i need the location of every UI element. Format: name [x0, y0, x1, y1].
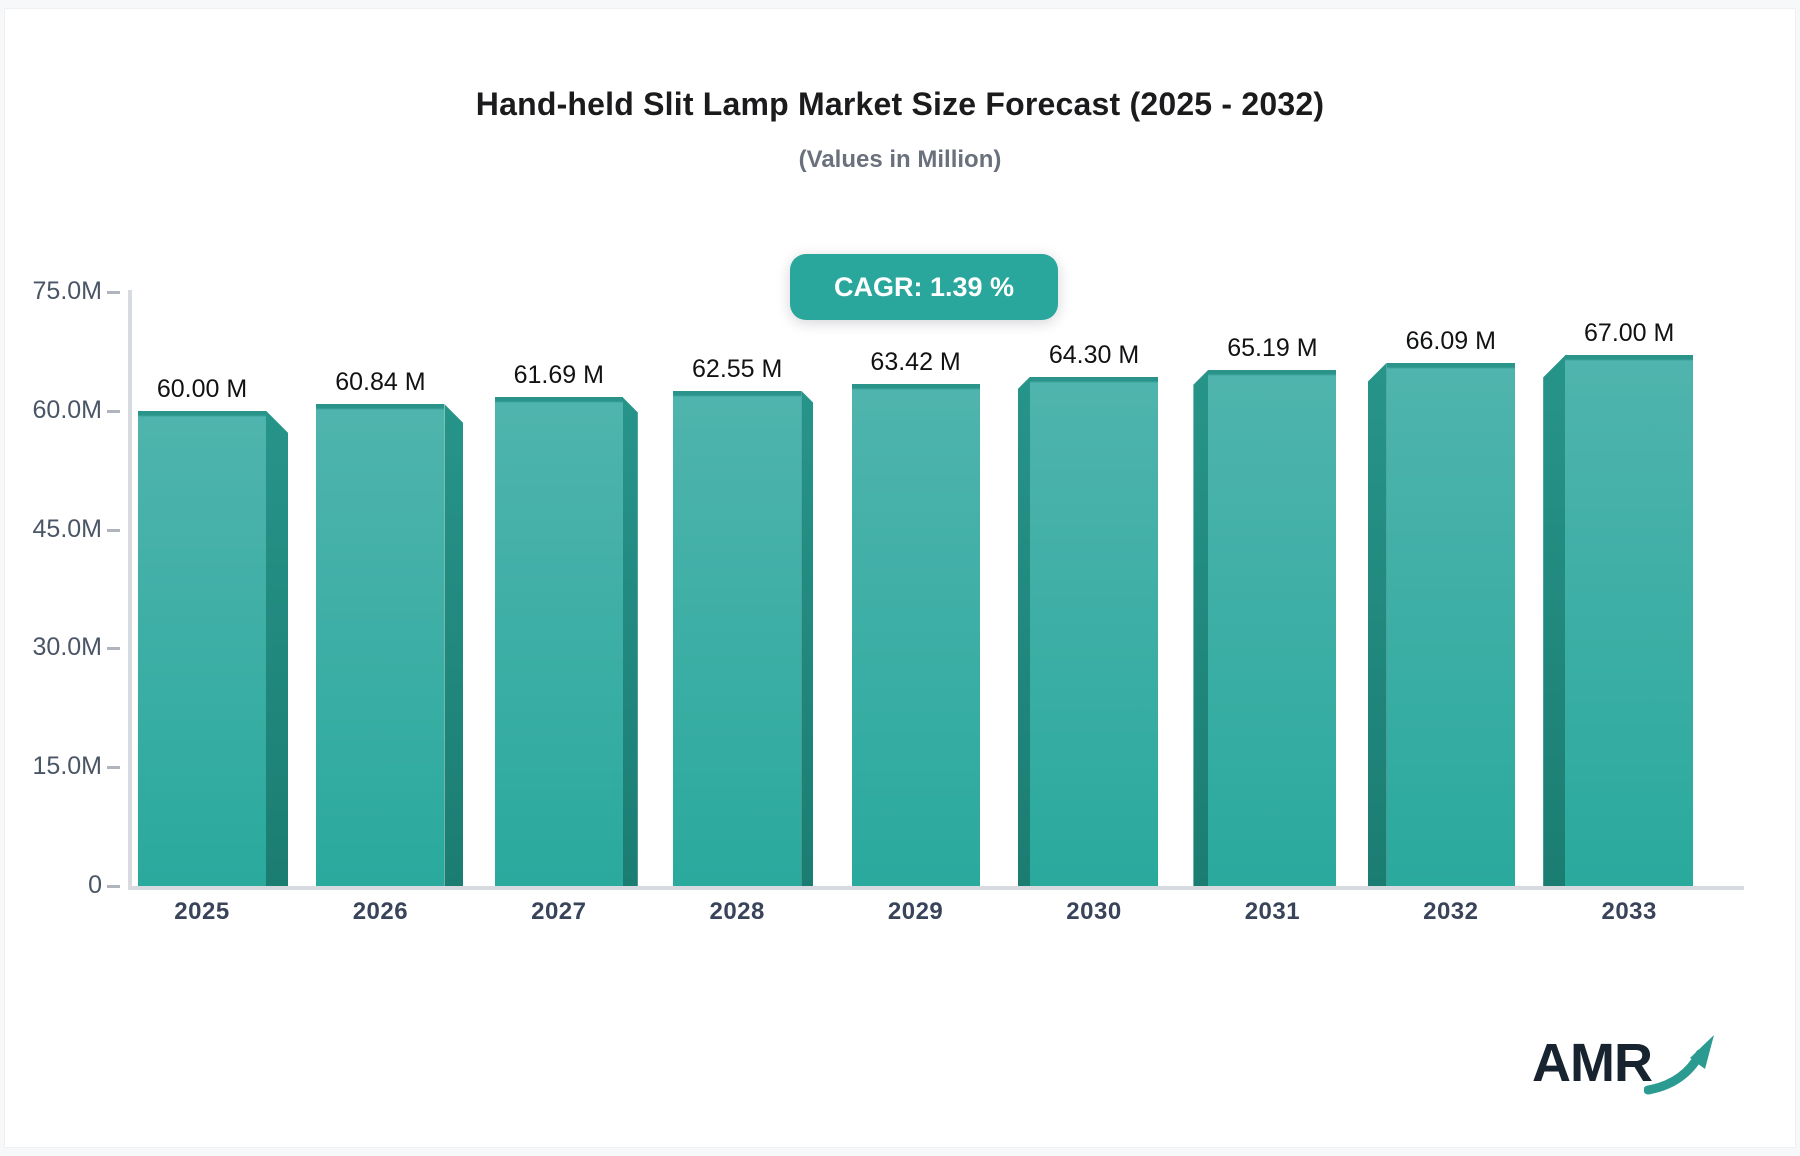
bar-value-label: 62.55 M: [692, 354, 783, 383]
cagr-badge: CAGR: 1.39 %: [790, 254, 1058, 320]
x-axis-category-label: 2031: [1244, 898, 1301, 925]
bar-side-face: [266, 410, 288, 886]
bar-front-face: [1565, 355, 1694, 886]
bar-side-face: [622, 397, 638, 886]
y-axis-tick-mark: [107, 291, 120, 294]
bar-value-label: 67.00 M: [1584, 319, 1675, 348]
bar-value-label: 60.84 M: [335, 368, 426, 397]
bar-front-face: [494, 397, 623, 886]
arrow-head: [1689, 1034, 1714, 1069]
x-axis-category-label: 2026: [352, 898, 409, 925]
amr-logo-text: AMR: [1532, 1033, 1653, 1093]
bar-value-label: 65.19 M: [1227, 333, 1318, 362]
bar-side-face: [1543, 355, 1566, 886]
y-axis-line: [128, 290, 132, 890]
bar-front-face: [851, 383, 980, 886]
bar-side-face: [1367, 362, 1387, 886]
y-axis-tick-mark: [107, 766, 120, 770]
bar-front-face: [1030, 376, 1158, 886]
y-axis-tick-mark: [107, 647, 120, 651]
x-axis-category-label: 2029: [887, 898, 944, 925]
y-axis-tick-label: 0: [88, 871, 102, 899]
y-axis-tick-mark: [107, 885, 120, 888]
x-axis-category-label: 2030: [1066, 898, 1122, 925]
growth-arrow-icon: [1643, 1031, 1716, 1102]
y-axis-tick-label: 60.0M: [32, 395, 102, 424]
bar-value-label: 60.00 M: [156, 374, 248, 403]
x-axis-category-label: 2028: [709, 898, 765, 925]
bar-front-face: [1208, 369, 1337, 886]
bar-side-face: [801, 390, 814, 886]
bar-front-face: [673, 390, 802, 886]
bar-value-label: 64.30 M: [1048, 340, 1140, 369]
y-axis-tick-label: 45.0M: [32, 514, 102, 543]
x-axis-category-label: 2027: [531, 898, 587, 925]
y-axis-tick-label: 30.0M: [32, 633, 102, 662]
y-axis-tick-label: 75.0M: [32, 277, 102, 305]
x-axis-category-label: 2025: [174, 898, 230, 925]
bar-front-face: [1386, 362, 1515, 886]
bar-side-face: [1193, 369, 1209, 886]
chart-title: Hand-held Slit Lamp Market Size Forecast…: [475, 86, 1325, 122]
y-axis-tick-mark: [107, 528, 120, 532]
bar-value-label: 63.42 M: [870, 347, 961, 376]
bar-side-face: [1018, 376, 1030, 886]
amr-logo: AMR: [1532, 1026, 1716, 1100]
y-axis-tick-label: 15.0M: [32, 752, 102, 781]
bar-front-face: [316, 404, 445, 886]
x-axis-line: [128, 886, 1744, 890]
bar-side-face: [444, 404, 464, 886]
chart-subtitle: (Values in Million): [798, 146, 1002, 173]
bar-value-label: 66.09 M: [1405, 326, 1496, 355]
x-axis-category-label: 2032: [1423, 898, 1479, 925]
bar-front-face: [138, 410, 266, 886]
y-axis-tick-mark: [107, 409, 120, 413]
x-axis-category-label: 2033: [1601, 898, 1657, 925]
bar-value-label: 61.69 M: [513, 361, 604, 390]
